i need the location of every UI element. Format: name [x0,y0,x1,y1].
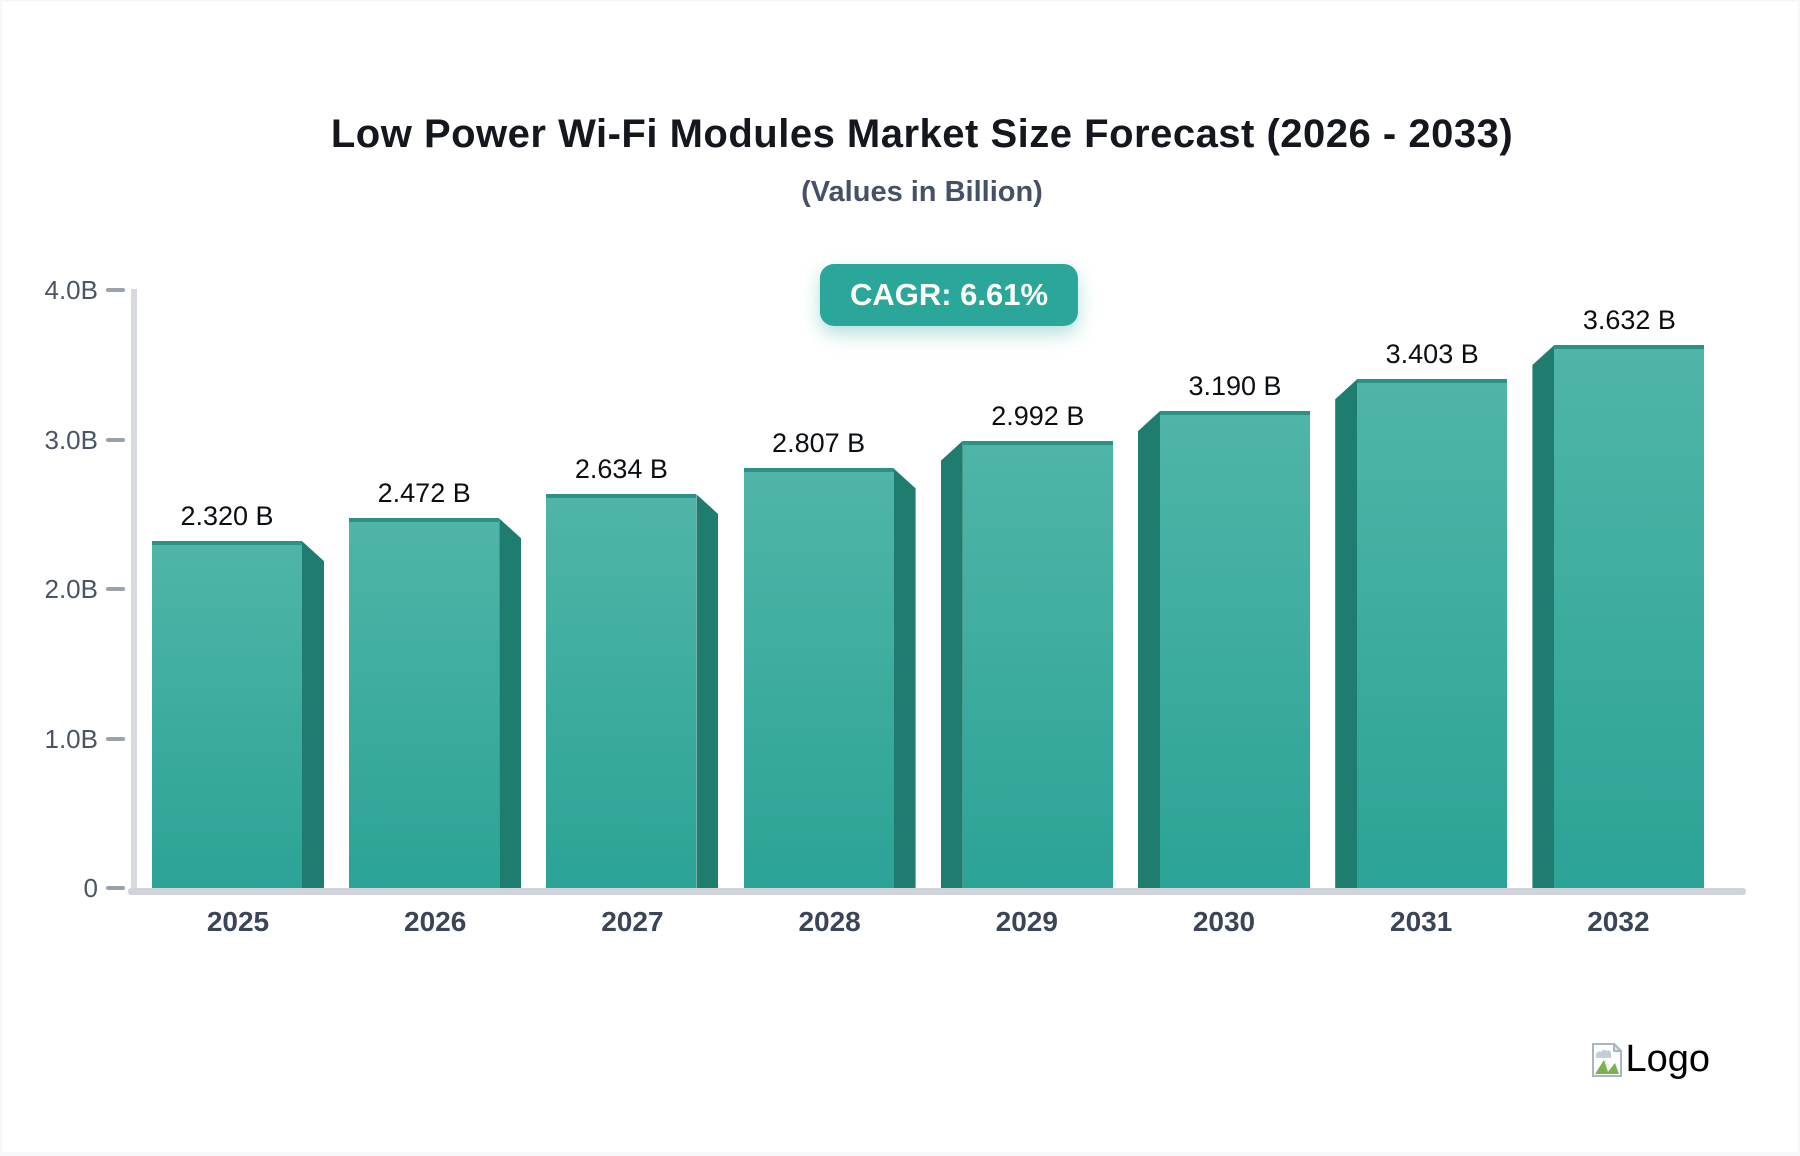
bar-value-label-2027: 2.634 B [574,454,668,485]
bar-2032 [1554,345,1705,888]
bar-2026 [349,518,500,888]
x-axis-label-2031: 2031 [1390,906,1453,937]
bar-2029 [962,440,1113,888]
y-tick-label-0: 0 [83,873,98,903]
bar-value-label-2029: 2.992 B [991,400,1085,431]
bar-value-label-2028: 2.807 B [772,428,866,459]
cagr-badge: CAGR: 6.61% [819,264,1079,326]
y-tick-label-3.0B: 3.0B [44,424,99,455]
x-axis-line [128,888,1746,895]
bar-2028 [743,468,894,888]
bar-side-face-2025 [302,541,324,888]
bar-value-label-2025: 2.320 B [180,501,274,532]
bar-side-face-2029 [940,440,963,888]
y-tick-mark [106,736,125,741]
x-axis-label-2029: 2029 [995,906,1058,937]
bar-2025 [152,541,302,888]
y-tick-label-4.0B: 4.0B [44,275,99,305]
bar-2030 [1160,411,1310,888]
y-tick-mark [106,587,125,591]
bar-side-face-2030 [1138,411,1160,888]
x-axis-label-2026: 2026 [404,906,467,937]
y-tick-label-1.0B: 1.0B [44,723,99,754]
x-axis-label-2030: 2030 [1192,906,1256,937]
bar-side-face-2032 [1532,345,1555,888]
bar-value-label-2031: 3.403 B [1385,339,1479,370]
logo-text: Logo [1625,1038,1710,1080]
broken-image-icon [1592,1042,1623,1077]
bar-value-label-2026: 2.472 B [377,478,471,509]
bar-2031 [1357,379,1508,888]
bar-value-label-2030: 3.190 B [1188,371,1282,402]
y-tick-mark [106,437,125,442]
x-axis-label-2032: 2032 [1587,906,1650,937]
bar-side-face-2028 [893,468,916,888]
chart-subtitle: (Values in Billion) [801,176,1043,208]
x-axis-label-2025: 2025 [206,906,270,937]
logo: Logo [1591,1038,1710,1081]
y-tick-label-2.0B: 2.0B [44,574,99,604]
chart-title: Low Power Wi-Fi Modules Market Size Fore… [330,112,1514,156]
bar-side-face-2027 [696,494,719,888]
y-axis-line [131,289,137,889]
bar-value-label-2032: 3.632 B [1582,305,1676,336]
x-axis-label-2028: 2028 [798,906,861,937]
bar-side-face-2026 [499,518,522,888]
bar-2027 [546,494,697,888]
x-axis-label-2027: 2027 [601,906,664,937]
bar-side-face-2031 [1335,379,1358,888]
y-tick-mark [106,288,125,292]
y-tick-mark [106,886,125,890]
